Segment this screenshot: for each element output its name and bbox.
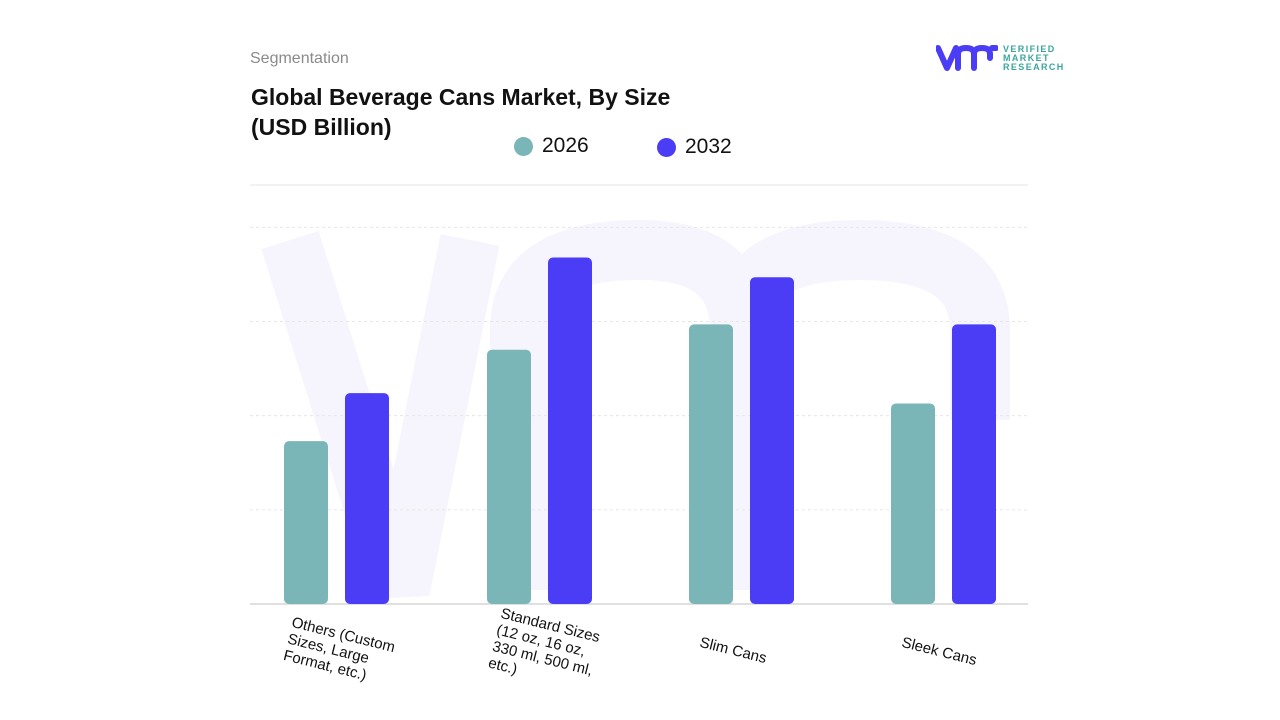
chart-title: Global Beverage Cans Market, By Size (US… bbox=[251, 84, 671, 140]
vmr-logo: VERIFIED MARKET RESEARCH bbox=[936, 44, 1065, 72]
legend-label: 2026 bbox=[542, 134, 589, 157]
bar-2026-2 bbox=[689, 324, 733, 604]
bar-2026-0 bbox=[284, 441, 328, 604]
legend-swatch bbox=[514, 136, 533, 156]
logo-text: VERIFIED MARKET RESEARCH bbox=[1003, 43, 1065, 72]
bar-2032-0 bbox=[345, 393, 389, 604]
legend-label: 2032 bbox=[685, 135, 732, 158]
watermark bbox=[261, 219, 1010, 599]
bar-2032-1 bbox=[548, 257, 592, 604]
bar-2032-3 bbox=[952, 324, 996, 604]
section-label: Segmentation bbox=[250, 50, 349, 67]
vmr-logo-mark bbox=[936, 45, 998, 71]
bar-2026-3 bbox=[891, 403, 935, 604]
bar-2032-2 bbox=[750, 277, 794, 604]
bar-2026-1 bbox=[487, 349, 531, 604]
legend-item-2032: 2032 bbox=[657, 135, 732, 159]
legend-item-2026: 2026 bbox=[514, 134, 589, 158]
legend-swatch bbox=[657, 137, 676, 157]
